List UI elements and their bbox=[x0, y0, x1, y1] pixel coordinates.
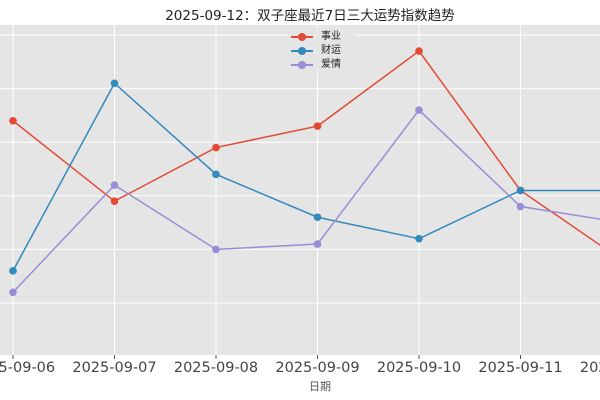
plot-background bbox=[0, 25, 600, 355]
data-point-marker bbox=[212, 170, 220, 179]
x-tick-label: 2025-09-11 bbox=[478, 360, 563, 376]
legend-item-love: 爱情 bbox=[291, 58, 355, 72]
legend-marker-icon bbox=[298, 33, 306, 41]
data-point-marker bbox=[313, 240, 322, 248]
data-point-marker bbox=[415, 106, 423, 114]
data-point-marker bbox=[110, 197, 119, 205]
data-point-marker bbox=[212, 143, 220, 152]
data-point-marker bbox=[516, 202, 525, 211]
data-point-marker bbox=[313, 213, 322, 222]
legend: 事业 财运 爱情 bbox=[287, 28, 355, 74]
x-tick-label: 2025-09-10 bbox=[376, 360, 462, 376]
data-point-marker bbox=[110, 79, 119, 88]
legend-label: 事业 bbox=[321, 31, 341, 42]
x-tick-label: 2025-09-06 bbox=[0, 360, 56, 376]
x-tick-label: 2025-09-07 bbox=[72, 360, 157, 376]
data-point-marker bbox=[415, 47, 423, 55]
x-tick-label: 2025-09-12 bbox=[579, 360, 600, 376]
x-tick-label: 2025-09-09 bbox=[275, 360, 360, 376]
legend-marker-icon bbox=[298, 61, 306, 69]
data-point-marker bbox=[212, 245, 220, 254]
x-tick-label: 2025-09-08 bbox=[173, 360, 259, 376]
data-point-marker bbox=[9, 288, 17, 297]
legend-label: 爱情 bbox=[321, 59, 341, 70]
legend-item-wealth: 财运 bbox=[291, 44, 355, 58]
legend-item-career: 事业 bbox=[291, 30, 355, 44]
data-point-marker bbox=[9, 267, 17, 275]
data-point-marker bbox=[415, 234, 423, 243]
data-point-marker bbox=[313, 122, 322, 130]
data-point-marker bbox=[9, 116, 17, 125]
chart-title: 2025-09-12：双子座最近7日三大运势指数趋势 bbox=[165, 8, 455, 24]
data-point-marker bbox=[516, 186, 525, 195]
x-axis-label: 日期 bbox=[309, 380, 331, 393]
legend-label: 财运 bbox=[321, 45, 341, 56]
legend-marker-icon bbox=[298, 47, 306, 55]
data-point-marker bbox=[110, 181, 119, 189]
